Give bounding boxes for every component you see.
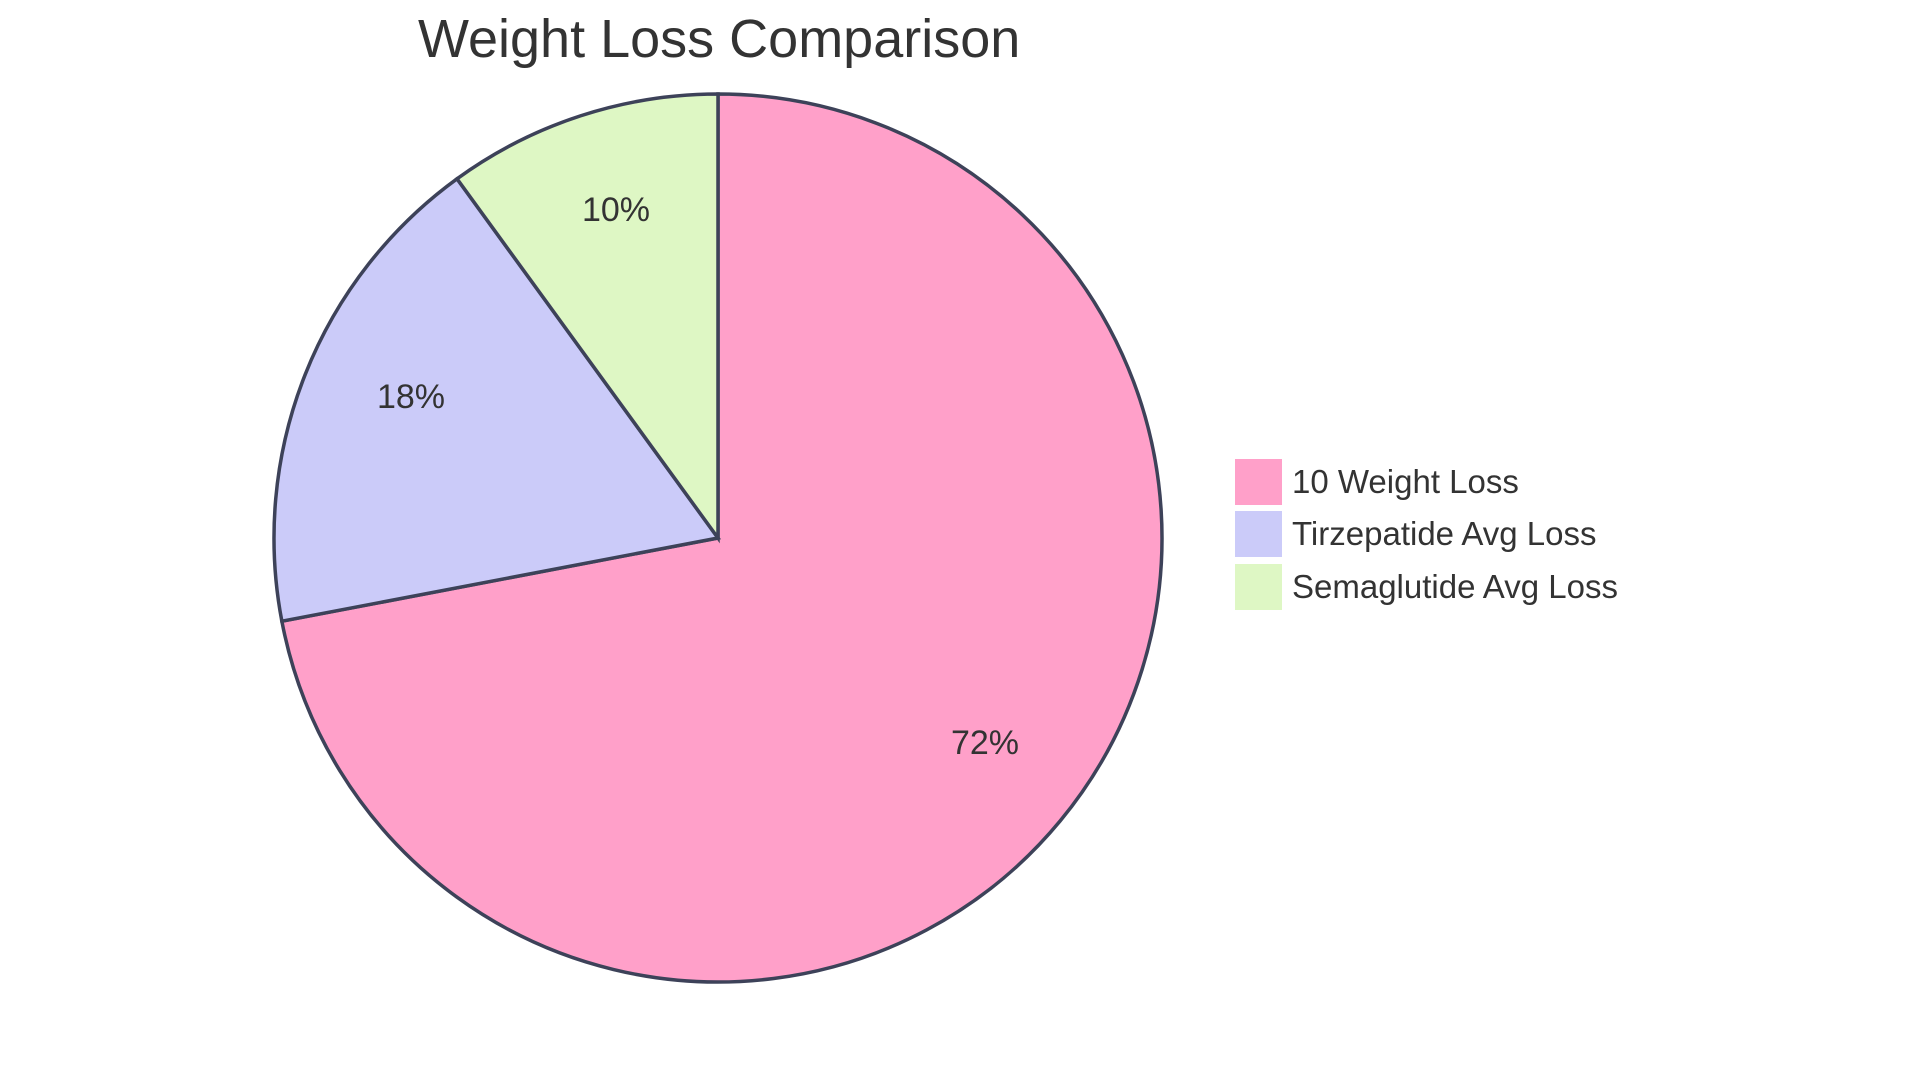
svg-text:18%: 18% xyxy=(377,378,445,416)
svg-text:72%: 72% xyxy=(951,724,1019,762)
svg-text:10%: 10% xyxy=(582,191,650,229)
